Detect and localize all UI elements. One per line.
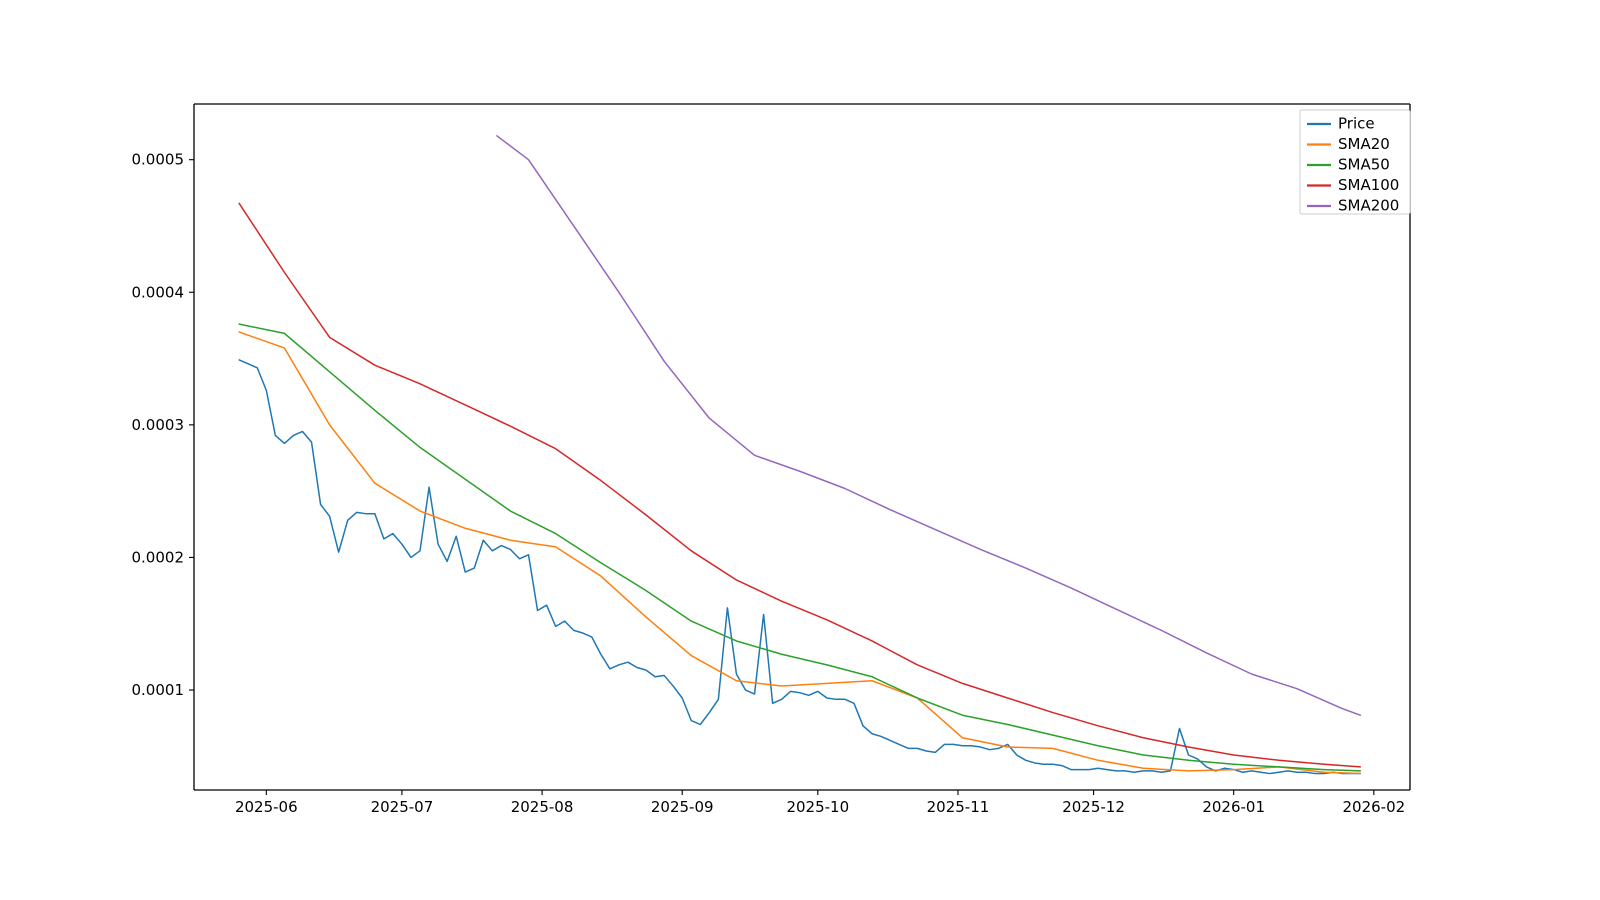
legend-label-sma100: SMA100 — [1338, 176, 1399, 194]
data-series — [238, 135, 1362, 775]
chart-legend[interactable]: Price SMA20 SMA50 SMA100 SMA200 — [1299, 109, 1411, 215]
series-line-price — [238, 359, 1362, 775]
x-tick-label: 2026-02 — [1342, 798, 1405, 816]
x-tick-label: 2025-10 — [786, 798, 849, 816]
y-tick-label: 0.0004 — [132, 283, 185, 301]
series-line-sma200 — [496, 135, 1362, 716]
legend-label-sma200: SMA200 — [1338, 197, 1399, 215]
axes-spines — [193, 103, 1411, 791]
legend-label-sma20: SMA20 — [1338, 135, 1390, 153]
x-tick-label: 2025-09 — [651, 798, 714, 816]
y-axis-ticks: 0.0001 0.0002 0.0003 0.0004 0.0005 — [132, 151, 194, 699]
legend-frame — [1299, 109, 1411, 215]
x-tick-label: 2025-11 — [927, 798, 990, 816]
x-tick-label: 2025-12 — [1062, 798, 1125, 816]
legend-label-price: Price — [1338, 115, 1375, 133]
series-line-sma100 — [238, 202, 1362, 768]
y-tick-label: 0.0002 — [132, 548, 185, 566]
legend-label-sma50: SMA50 — [1338, 156, 1390, 174]
y-tick-label: 0.0005 — [132, 151, 185, 169]
x-tick-label: 2026-01 — [1202, 798, 1265, 816]
y-tick-label: 0.0001 — [132, 681, 185, 699]
x-tick-label: 2025-06 — [235, 798, 298, 816]
series-line-sma50 — [238, 323, 1362, 772]
series-line-sma20 — [238, 331, 1362, 775]
y-tick-label: 0.0003 — [132, 416, 185, 434]
plot-background — [194, 104, 1410, 790]
plot-axes: 2025-06 2025-07 2025-08 2025-09 2025-10 2025-… — [132, 103, 1411, 816]
x-tick-label: 2025-07 — [371, 798, 434, 816]
x-tick-label: 2025-08 — [511, 798, 574, 816]
x-axis-ticks: 2025-06 2025-07 2025-08 2025-09 2025-10 2025-… — [235, 790, 1405, 816]
